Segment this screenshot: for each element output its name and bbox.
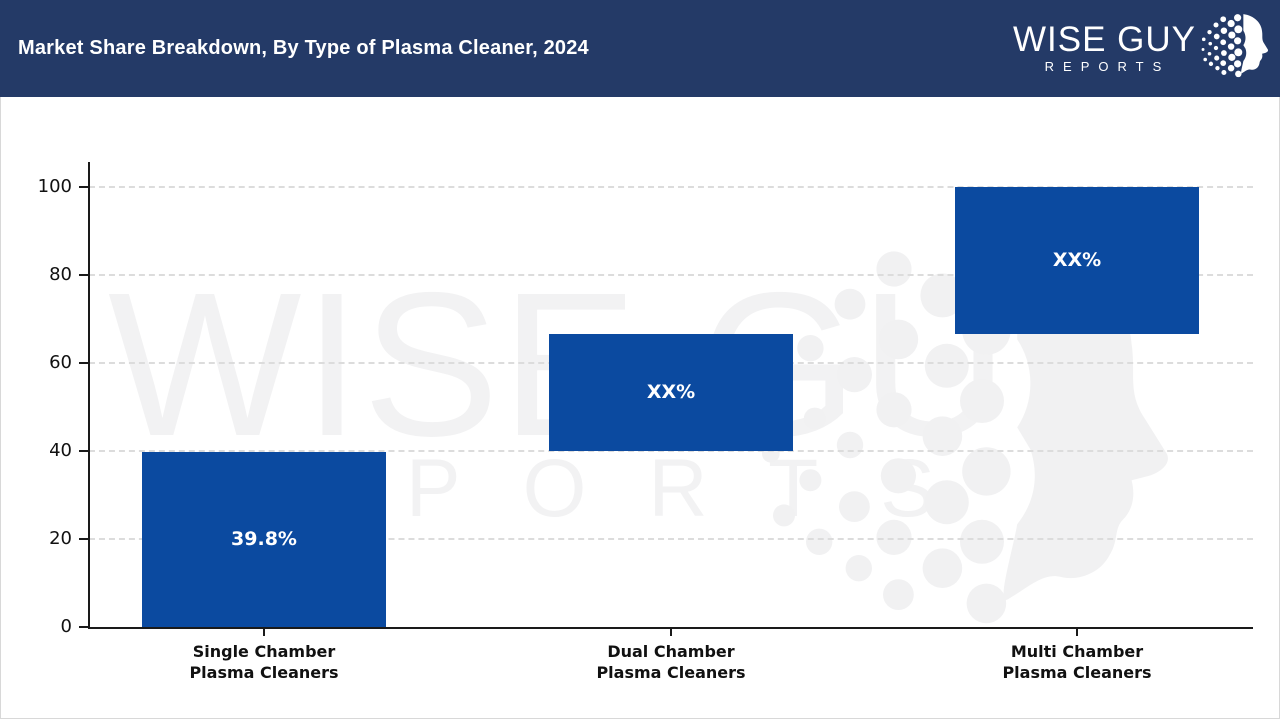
brand-logo: WISE GUY REPORTS bbox=[1013, 8, 1270, 88]
bar-value-label: 39.8% bbox=[231, 528, 297, 551]
y-tick-label: 100 bbox=[37, 175, 72, 197]
bar: 39.8% bbox=[142, 451, 386, 627]
x-category-line2: Plasma Cleaners bbox=[1002, 663, 1152, 682]
x-tick bbox=[263, 629, 265, 636]
y-tick bbox=[79, 537, 88, 540]
y-tick-label: 20 bbox=[49, 527, 72, 549]
y-tick-label: 0 bbox=[60, 616, 72, 637]
dotted-face-icon bbox=[1198, 8, 1270, 88]
header-bar: Market Share Breakdown, By Type of Plasm… bbox=[0, 0, 1280, 97]
bar: XX% bbox=[549, 333, 793, 451]
brand-wordmark: WISE GUY bbox=[1012, 20, 1196, 59]
bar: XX% bbox=[955, 186, 1199, 334]
gridline bbox=[89, 449, 1253, 452]
x-category-line2: Plasma Cleaners bbox=[189, 663, 339, 682]
x-category-line2: Plasma Cleaners bbox=[596, 663, 746, 682]
gridline bbox=[89, 185, 1253, 188]
y-tick bbox=[79, 361, 88, 364]
x-axis-spine bbox=[88, 627, 1253, 629]
y-tick-label: 40 bbox=[49, 439, 72, 461]
y-tick bbox=[79, 626, 88, 628]
y-tick-label: 60 bbox=[49, 351, 72, 373]
brand-text: WISE GUY REPORTS bbox=[1012, 20, 1196, 75]
y-tick-label: 80 bbox=[49, 263, 72, 285]
x-category-label: Single Chamber Plasma Cleaners bbox=[104, 641, 424, 683]
x-category-line1: Multi Chamber bbox=[1010, 642, 1144, 661]
y-axis-spine bbox=[88, 162, 90, 629]
gridline bbox=[89, 537, 1253, 540]
y-tick bbox=[79, 185, 88, 188]
gridline bbox=[89, 273, 1253, 276]
x-tick bbox=[1076, 629, 1078, 636]
y-tick bbox=[79, 449, 88, 452]
brand-subtext: REPORTS bbox=[1044, 59, 1171, 74]
x-category-label: Multi Chamber Plasma Cleaners bbox=[917, 641, 1237, 683]
x-tick bbox=[670, 629, 672, 636]
bar-value-label: XX% bbox=[646, 381, 696, 404]
bar-value-label: XX% bbox=[1052, 249, 1102, 272]
y-tick bbox=[79, 273, 88, 276]
page-title: Market Share Breakdown, By Type of Plasm… bbox=[18, 37, 589, 59]
x-category-line1: Single Chamber bbox=[192, 642, 336, 661]
x-category-line1: Dual Chamber bbox=[607, 642, 735, 661]
x-category-label: Dual Chamber Plasma Cleaners bbox=[511, 641, 831, 683]
